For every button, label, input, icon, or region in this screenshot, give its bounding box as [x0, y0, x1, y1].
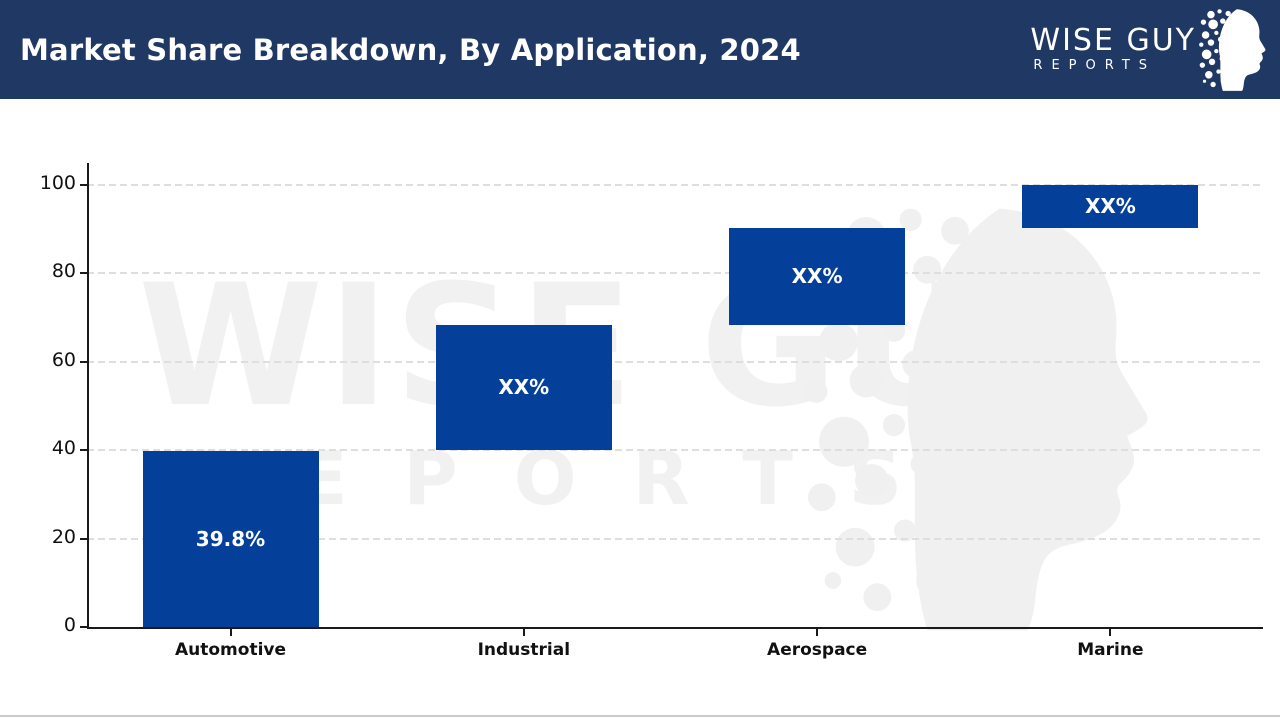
y-tick-label: 80	[51, 260, 76, 283]
y-tick-label: 60	[51, 348, 76, 371]
y-tick-label: 100	[39, 172, 76, 195]
logo-text: WISE GUY REPORTS	[1030, 25, 1196, 74]
y-tick-mark	[80, 184, 87, 187]
y-tick-label: 20	[51, 525, 76, 548]
bar-value-label: XX%	[498, 375, 550, 400]
x-tick-mark	[522, 629, 525, 636]
bar-marine: XX%	[1022, 185, 1199, 228]
bar-value-label: 39.8%	[195, 527, 266, 552]
bar-automotive: 39.8%	[142, 451, 319, 627]
gridline	[87, 272, 1263, 275]
x-axis-line	[87, 627, 1263, 629]
x-tick-mark	[229, 629, 232, 636]
page-title: Market Share Breakdown, By Application, …	[20, 32, 801, 67]
x-tick-mark	[816, 629, 819, 636]
bar-aerospace: XX%	[729, 227, 906, 325]
bottom-divider	[0, 715, 1280, 717]
header-bar: Market Share Breakdown, By Application, …	[0, 0, 1280, 99]
y-axis-line	[87, 163, 89, 629]
bar-value-label: XX%	[791, 264, 843, 289]
y-tick-mark	[80, 272, 87, 275]
logo-wise-guy-label: WISE GUY	[1030, 22, 1196, 58]
y-tick-mark	[80, 449, 87, 452]
x-tick-label: Aerospace	[767, 640, 868, 660]
x-tick-label: Industrial	[477, 640, 571, 660]
y-tick-mark	[80, 537, 87, 540]
dotted-face-profile-icon	[1199, 9, 1266, 91]
gridline	[87, 449, 1263, 452]
gridline	[87, 537, 1263, 540]
x-tick-label: Marine	[1077, 640, 1144, 660]
y-tick-label: 0	[63, 614, 76, 636]
x-tick-label: Automotive	[174, 640, 287, 660]
bar-value-label: XX%	[1084, 194, 1136, 219]
wise-guy-reports-logo: WISE GUY REPORTS	[1030, 6, 1268, 92]
gridline	[87, 184, 1263, 187]
y-tick-label: 40	[51, 437, 76, 460]
bar-industrial: XX%	[435, 324, 612, 451]
y-tick-mark	[80, 626, 87, 628]
y-tick-mark	[80, 360, 87, 363]
x-tick-mark	[1109, 629, 1112, 636]
logo-reports-label: REPORTS	[1033, 58, 1157, 74]
gridline	[87, 360, 1263, 363]
